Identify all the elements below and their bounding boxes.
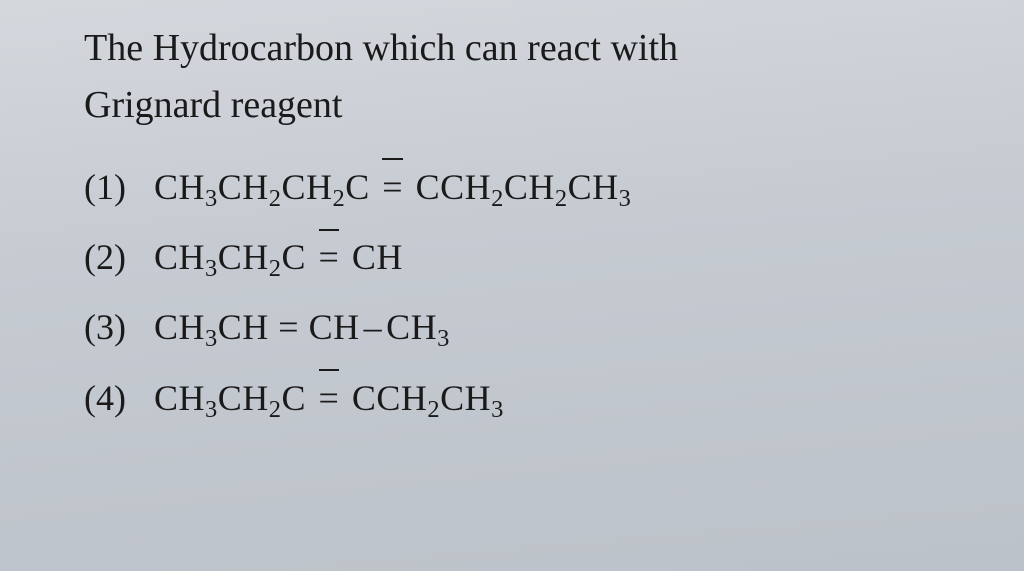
option-formula: CH3CH2CH2C CCH2CH2CH3	[154, 152, 631, 222]
atom: CH	[154, 307, 205, 347]
question-page: The Hydrocarbon which can react with Gri…	[0, 0, 1024, 571]
atom: CH	[218, 378, 269, 418]
atom: CCH	[352, 378, 428, 418]
sub: 2	[427, 395, 440, 422]
triple-bond-icon	[316, 363, 343, 433]
atom: CH	[218, 307, 269, 347]
sub: 2	[269, 185, 282, 212]
atom: C	[282, 378, 307, 418]
option-4[interactable]: (4) CH3CH2C CCH2CH3	[84, 363, 976, 433]
sub: 2	[269, 255, 282, 282]
triple-bond-icon	[379, 152, 406, 222]
option-number: (2)	[84, 222, 140, 292]
options-list: (1) CH3CH2CH2C CCH2CH2CH3 (2) CH3CH2C CH…	[84, 152, 976, 433]
atom: CH	[218, 167, 269, 207]
atom: CH	[568, 167, 619, 207]
sub: 3	[205, 185, 218, 212]
atom: CH	[154, 378, 205, 418]
question-line-1: The Hydrocarbon which can react with	[84, 27, 678, 69]
sub: 2	[269, 395, 282, 422]
question-line-2: Grignard reagent	[84, 84, 343, 126]
option-formula: CH3CH = CH–CH3	[154, 292, 450, 362]
option-number: (4)	[84, 363, 140, 433]
atom: CH	[309, 307, 360, 347]
atom: CH	[154, 167, 205, 207]
atom: C	[282, 237, 307, 277]
sub: 3	[491, 395, 504, 422]
sub: 3	[619, 185, 632, 212]
option-3[interactable]: (3) CH3CH = CH–CH3	[84, 292, 976, 362]
atom: CH	[440, 378, 491, 418]
option-number: (3)	[84, 292, 140, 362]
atom: CH	[352, 237, 403, 277]
single-bond-icon: –	[360, 307, 387, 347]
sub: 3	[205, 325, 218, 352]
option-2[interactable]: (2) CH3CH2C CH	[84, 222, 976, 292]
atom: CH	[218, 237, 269, 277]
atom: CH	[154, 237, 205, 277]
option-formula: CH3CH2C CCH2CH3	[154, 363, 504, 433]
atom: CH	[504, 167, 555, 207]
sub: 2	[491, 185, 504, 212]
question-stem: The Hydrocarbon which can react with Gri…	[84, 20, 976, 134]
option-formula: CH3CH2C CH	[154, 222, 403, 292]
atom: C	[345, 167, 370, 207]
atom: CH	[282, 167, 333, 207]
triple-bond-icon	[316, 222, 343, 292]
double-bond-icon: =	[278, 307, 299, 347]
sub: 2	[555, 185, 568, 212]
sub: 3	[205, 395, 218, 422]
option-number: (1)	[84, 152, 140, 222]
sub: 3	[437, 325, 450, 352]
sub: 3	[205, 255, 218, 282]
atom: CCH	[416, 167, 492, 207]
atom: CH	[386, 307, 437, 347]
sub: 2	[333, 185, 346, 212]
option-1[interactable]: (1) CH3CH2CH2C CCH2CH2CH3	[84, 152, 976, 222]
